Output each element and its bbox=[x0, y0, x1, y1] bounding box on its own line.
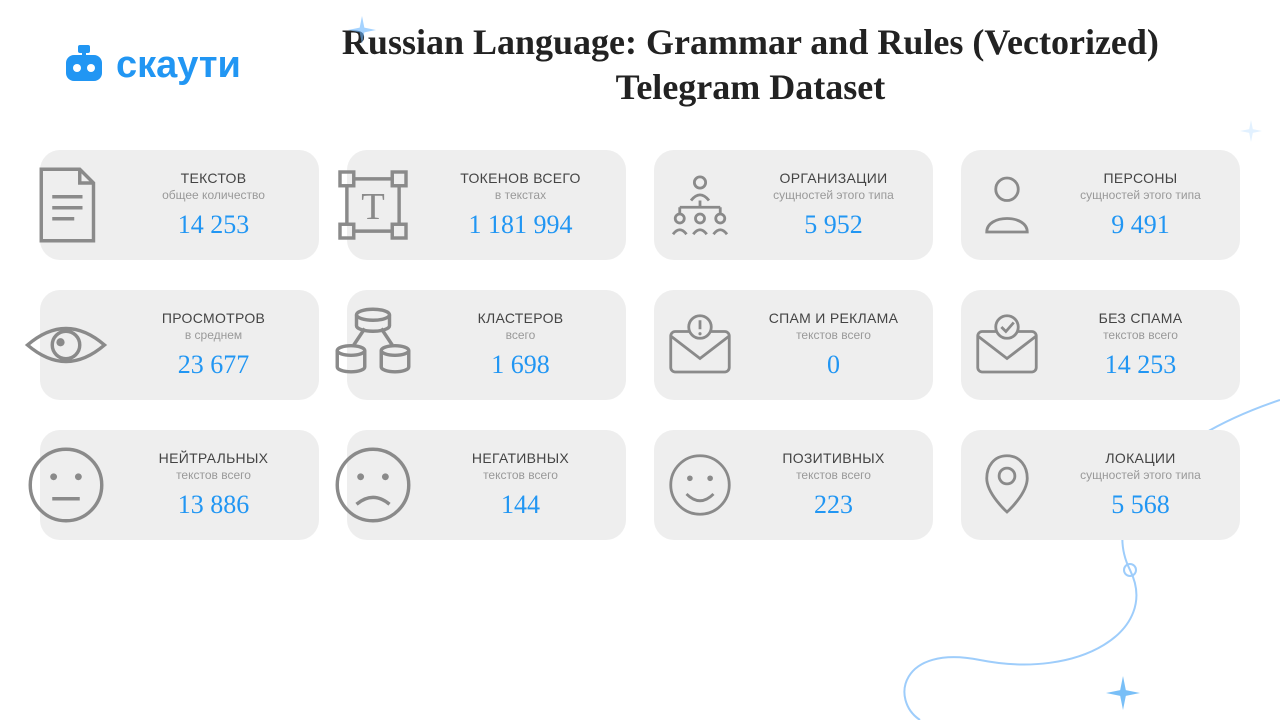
sad-face-icon bbox=[329, 441, 417, 529]
stat-card-nospam: БЕЗ СПАМА текстов всего 14 253 bbox=[961, 290, 1240, 400]
stats-grid: ТЕКСТОВ общее количество 14 253 T ТОКЕНО… bbox=[0, 120, 1280, 570]
stat-card-texts: ТЕКСТОВ общее количество 14 253 bbox=[40, 150, 319, 260]
org-icon bbox=[664, 169, 736, 241]
stat-value: 14 253 bbox=[1055, 350, 1226, 380]
stat-card-locations: ЛОКАЦИИ сущностей этого типа 5 568 bbox=[961, 430, 1240, 540]
stat-subtitle: текстов всего bbox=[429, 468, 612, 482]
neutral-face-icon bbox=[22, 441, 110, 529]
header: скаути Russian Language: Grammar and Rul… bbox=[0, 0, 1280, 120]
location-pin-icon bbox=[971, 449, 1043, 521]
stat-value: 9 491 bbox=[1055, 210, 1226, 240]
stat-card-tokens: T ТОКЕНОВ ВСЕГО в текстах 1 181 994 bbox=[347, 150, 626, 260]
stat-value: 14 253 bbox=[122, 210, 305, 240]
svg-text:T: T bbox=[361, 186, 385, 228]
nospam-icon bbox=[971, 309, 1043, 381]
stat-subtitle: текстов всего bbox=[748, 328, 919, 342]
stat-title: ТЕКСТОВ bbox=[122, 170, 305, 186]
stat-card-organizations: ОРГАНИЗАЦИИ сущностей этого типа 5 952 bbox=[654, 150, 933, 260]
stat-title: ПЕРСОНЫ bbox=[1055, 170, 1226, 186]
tokens-icon: T bbox=[329, 161, 417, 249]
happy-face-icon bbox=[664, 449, 736, 521]
stat-card-negative: НЕГАТИВНЫХ текстов всего 144 bbox=[347, 430, 626, 540]
stat-card-positive: ПОЗИТИВНЫХ текстов всего 223 bbox=[654, 430, 933, 540]
stat-subtitle: сущностей этого типа bbox=[1055, 468, 1226, 482]
stat-subtitle: текстов всего bbox=[122, 468, 305, 482]
stat-subtitle: всего bbox=[429, 328, 612, 342]
stat-title: НЕЙТРАЛЬНЫХ bbox=[122, 450, 305, 466]
stat-title: КЛАСТЕРОВ bbox=[429, 310, 612, 326]
stat-title: БЕЗ СПАМА bbox=[1055, 310, 1226, 326]
stat-value: 0 bbox=[748, 350, 919, 380]
stat-subtitle: в текстах bbox=[429, 188, 612, 202]
stat-title: ТОКЕНОВ ВСЕГО bbox=[429, 170, 612, 186]
stat-value: 5 568 bbox=[1055, 490, 1226, 520]
stat-subtitle: сущностей этого типа bbox=[748, 188, 919, 202]
stat-card-clusters: КЛАСТЕРОВ всего 1 698 bbox=[347, 290, 626, 400]
eye-icon bbox=[22, 301, 110, 389]
stat-subtitle: текстов всего bbox=[1055, 328, 1226, 342]
stat-subtitle: в среднем bbox=[122, 328, 305, 342]
stat-subtitle: сущностей этого типа bbox=[1055, 188, 1226, 202]
stat-subtitle: текстов всего bbox=[748, 468, 919, 482]
stat-value: 223 bbox=[748, 490, 919, 520]
stat-value: 23 677 bbox=[122, 350, 305, 380]
stat-value: 5 952 bbox=[748, 210, 919, 240]
brand-name: скаути bbox=[116, 44, 241, 87]
stat-card-spam: СПАМ И РЕКЛАМА текстов всего 0 bbox=[654, 290, 933, 400]
stat-title: НЕГАТИВНЫХ bbox=[429, 450, 612, 466]
stat-subtitle: общее количество bbox=[122, 188, 305, 202]
stat-title: ОРГАНИЗАЦИИ bbox=[748, 170, 919, 186]
brand-logo: скаути bbox=[60, 41, 241, 89]
stat-title: ПРОСМОТРОВ bbox=[122, 310, 305, 326]
page-title: Russian Language: Grammar and Rules (Vec… bbox=[281, 20, 1220, 110]
stat-title: ПОЗИТИВНЫХ bbox=[748, 450, 919, 466]
stat-title: СПАМ И РЕКЛАМА bbox=[748, 310, 919, 326]
stat-title: ЛОКАЦИИ bbox=[1055, 450, 1226, 466]
person-icon bbox=[971, 169, 1043, 241]
stat-card-neutral: НЕЙТРАЛЬНЫХ текстов всего 13 886 bbox=[40, 430, 319, 540]
stat-value: 1 698 bbox=[429, 350, 612, 380]
stat-value: 1 181 994 bbox=[429, 210, 612, 240]
stat-card-persons: ПЕРСОНЫ сущностей этого типа 9 491 bbox=[961, 150, 1240, 260]
stat-value: 144 bbox=[429, 490, 612, 520]
brand-logo-icon bbox=[60, 41, 108, 89]
clusters-icon bbox=[329, 301, 417, 389]
spam-icon bbox=[664, 309, 736, 381]
document-icon bbox=[22, 161, 110, 249]
stat-value: 13 886 bbox=[122, 490, 305, 520]
stat-card-views: ПРОСМОТРОВ в среднем 23 677 bbox=[40, 290, 319, 400]
